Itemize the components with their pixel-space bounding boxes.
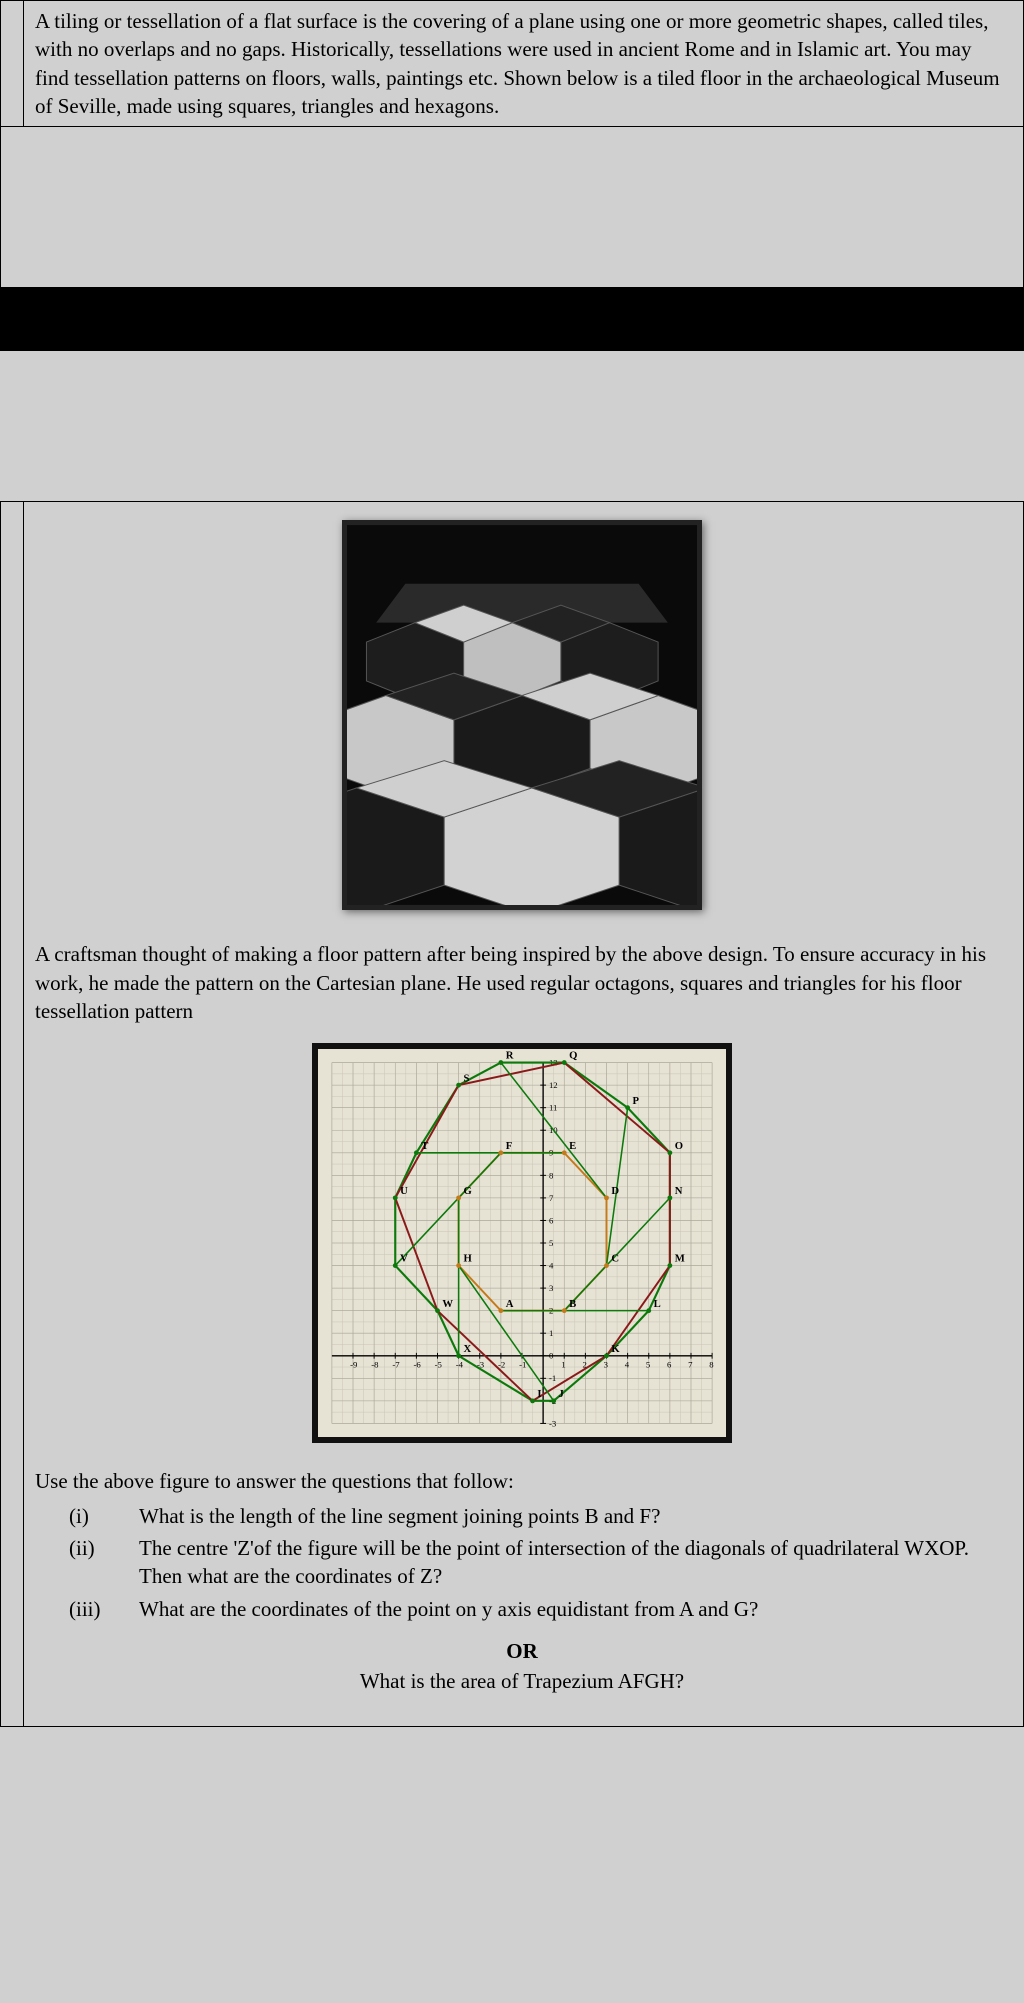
svg-text:3: 3 [604,1360,609,1370]
svg-text:K: K [611,1343,620,1355]
svg-text:O: O [675,1140,683,1152]
svg-text:U: U [400,1185,408,1197]
spacer-1 [0,127,1024,287]
mid-paragraph: A craftsman thought of making a floor pa… [35,940,1009,1025]
svg-text:B: B [569,1298,576,1310]
q-text: What is the length of the line segment j… [139,1502,1009,1530]
svg-text:R: R [506,1050,514,1062]
svg-text:8: 8 [549,1171,554,1181]
svg-text:E: E [569,1140,576,1152]
svg-text:12: 12 [549,1080,558,1090]
svg-text:T: T [421,1140,428,1152]
tiled-floor-photo [342,520,702,910]
svg-text:N: N [675,1185,683,1197]
svg-text:-1: -1 [549,1374,556,1384]
svg-text:1: 1 [561,1360,565,1370]
svg-text:-8: -8 [371,1360,379,1370]
svg-text:X: X [463,1343,471,1355]
svg-text:0: 0 [549,1351,554,1361]
q-num: (iii) [69,1595,139,1623]
svg-text:M: M [675,1253,685,1265]
svg-text:6: 6 [667,1360,672,1370]
svg-text:J: J [559,1388,565,1400]
svg-text:D: D [611,1185,619,1197]
svg-text:6: 6 [549,1216,554,1226]
svg-text:I: I [537,1388,541,1400]
svg-text:5: 5 [549,1238,554,1248]
graph-svg: -3-2-1012345678910111213-9-8-7-6-5-4-3-2… [318,1049,726,1437]
svg-text:V: V [400,1253,408,1265]
or-question: What is the area of Trapezium AFGH? [35,1667,1009,1695]
svg-text:S: S [463,1073,469,1085]
svg-text:P: P [632,1095,639,1107]
svg-text:3: 3 [549,1283,554,1293]
svg-text:G: G [463,1185,471,1197]
cartesian-graph: -3-2-1012345678910111213-9-8-7-6-5-4-3-2… [312,1043,732,1443]
svg-text:11: 11 [549,1103,557,1113]
spacer-2 [0,351,1024,501]
q-text: The centre 'Z'of the figure will be the … [139,1534,1009,1591]
svg-text:8: 8 [709,1360,714,1370]
svg-text:L: L [654,1298,661,1310]
q-num: (i) [69,1502,139,1530]
svg-text:7: 7 [549,1193,554,1203]
tiled-floor-svg [347,525,697,905]
or-label: OR [35,1637,1009,1665]
svg-text:-5: -5 [435,1360,443,1370]
q-num: (ii) [69,1534,139,1591]
svg-text:5: 5 [646,1360,651,1370]
svg-text:-7: -7 [392,1360,400,1370]
question-item: (ii) The centre 'Z'of the figure will be… [69,1534,1009,1591]
svg-text:C: C [611,1253,619,1265]
q-text: What are the coordinates of the point on… [139,1595,1009,1623]
svg-text:-9: -9 [350,1360,357,1370]
svg-text:H: H [463,1253,472,1265]
svg-text:A: A [506,1298,514,1310]
svg-text:W: W [442,1298,453,1310]
redaction-bar [0,287,1024,351]
question-item: (i) What is the length of the line segme… [69,1502,1009,1530]
question-item: (iii) What are the coordinates of the po… [69,1595,1009,1623]
main-cell: A craftsman thought of making a floor pa… [0,501,1024,1726]
svg-text:1: 1 [549,1329,553,1339]
svg-text:F: F [506,1140,513,1152]
svg-text:4: 4 [625,1360,630,1370]
intro-text: A tiling or tessellation of a flat surfa… [35,9,1000,118]
svg-text:-4: -4 [456,1360,464,1370]
svg-text:Q: Q [569,1050,577,1062]
svg-text:-3: -3 [549,1419,557,1429]
intro-cell: A tiling or tessellation of a flat surfa… [0,0,1024,127]
svg-text:7: 7 [688,1360,693,1370]
svg-text:4: 4 [549,1261,554,1271]
question-intro: Use the above figure to answer the quest… [35,1467,1009,1495]
svg-text:-6: -6 [413,1360,421,1370]
question-list: (i) What is the length of the line segme… [69,1502,1009,1623]
